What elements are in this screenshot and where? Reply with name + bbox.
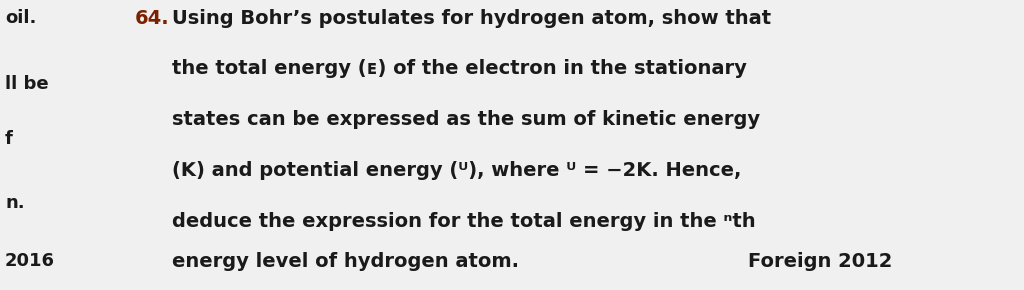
Text: f: f [5, 130, 13, 148]
Text: deduce the expression for the total energy in the ⁿth: deduce the expression for the total ener… [172, 212, 756, 231]
Text: energy level of hydrogen atom.: energy level of hydrogen atom. [172, 252, 519, 271]
Text: oil.: oil. [5, 9, 37, 27]
Text: 2016: 2016 [5, 252, 55, 270]
Text: the total energy (ᴇ) of the electron in the stationary: the total energy (ᴇ) of the electron in … [172, 59, 746, 79]
Text: ll be: ll be [5, 75, 49, 93]
Text: Using Bohr’s postulates for hydrogen atom, show that: Using Bohr’s postulates for hydrogen ato… [172, 9, 771, 28]
Text: n.: n. [5, 194, 25, 212]
Text: states can be expressed as the sum of kinetic energy: states can be expressed as the sum of ki… [172, 110, 760, 129]
Text: Foreign 2012: Foreign 2012 [748, 252, 892, 271]
Text: (K) and potential energy (ᵁ), where ᵁ = −2K. Hence,: (K) and potential energy (ᵁ), where ᵁ = … [172, 161, 741, 180]
Text: 64.: 64. [135, 9, 170, 28]
